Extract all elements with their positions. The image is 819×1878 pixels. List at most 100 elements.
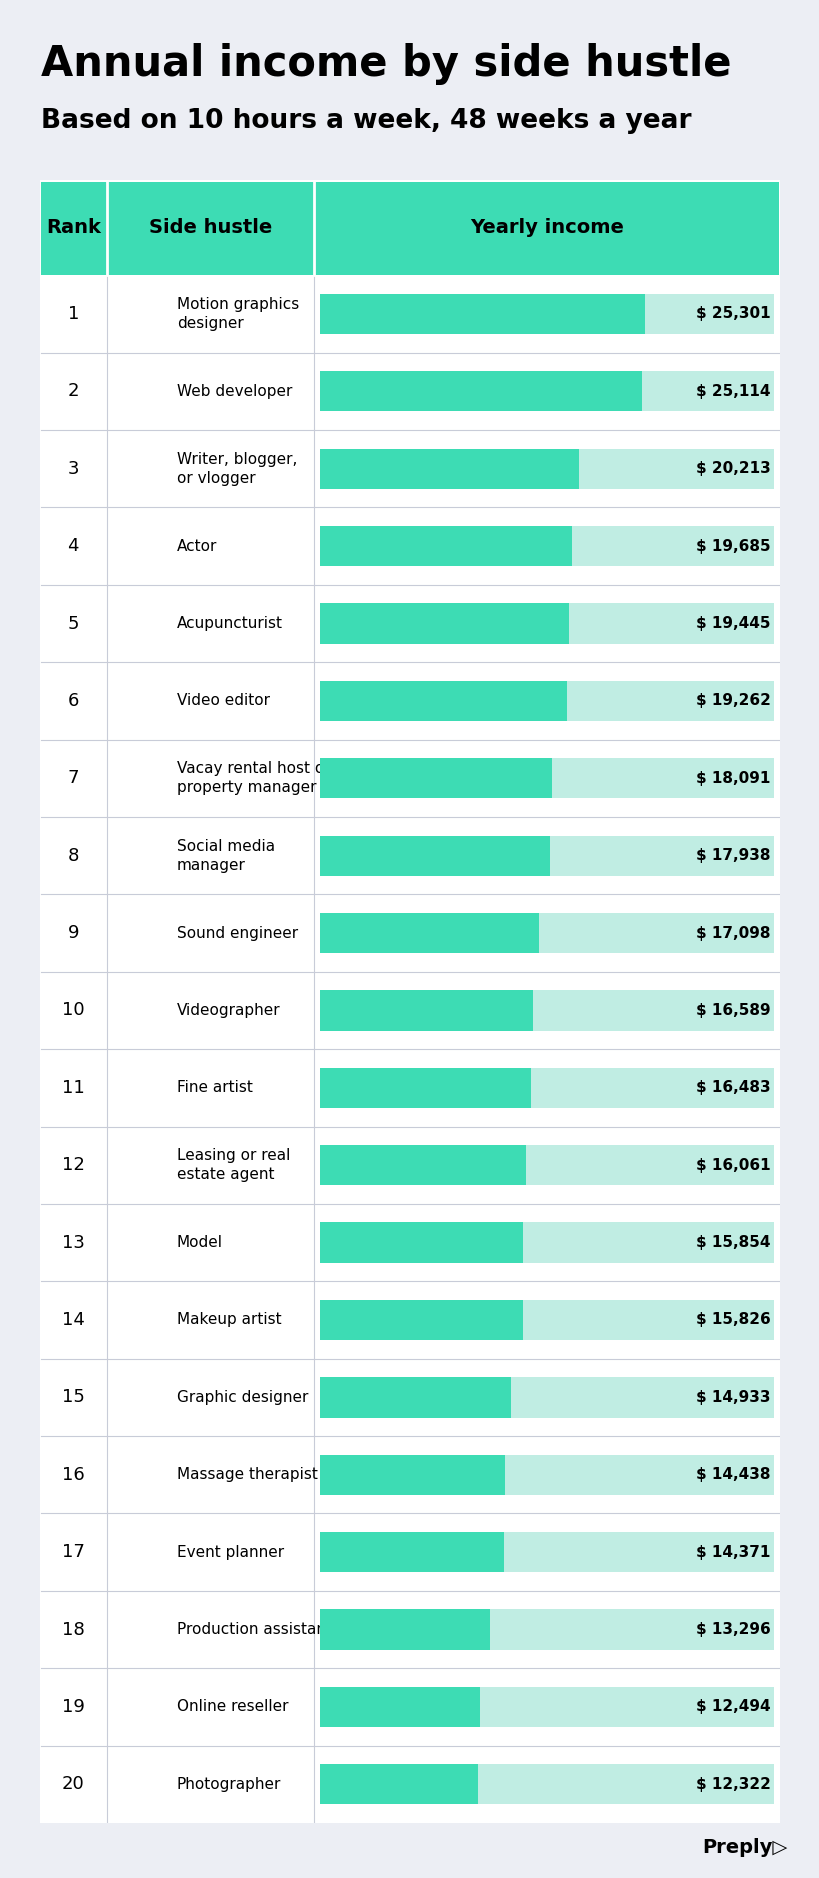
Bar bbox=[319, 449, 773, 488]
Text: $ 14,438: $ 14,438 bbox=[695, 1467, 769, 1482]
Bar bbox=[319, 759, 551, 798]
Text: $ 16,589: $ 16,589 bbox=[695, 1003, 769, 1018]
Text: 15: 15 bbox=[61, 1388, 84, 1407]
Bar bbox=[319, 1300, 523, 1341]
Bar bbox=[319, 1223, 523, 1262]
Bar bbox=[42, 1747, 777, 1822]
Bar bbox=[319, 1069, 773, 1108]
Text: 17: 17 bbox=[61, 1544, 84, 1561]
Text: Side hustle: Side hustle bbox=[148, 218, 271, 237]
Text: 9: 9 bbox=[67, 924, 79, 943]
Text: 6: 6 bbox=[67, 691, 79, 710]
Text: 3: 3 bbox=[67, 460, 79, 477]
Text: $ 20,213: $ 20,213 bbox=[695, 462, 769, 477]
Bar bbox=[42, 1206, 777, 1279]
Bar bbox=[319, 1069, 531, 1108]
Text: 18: 18 bbox=[62, 1621, 84, 1638]
Text: 16: 16 bbox=[62, 1465, 84, 1484]
Bar bbox=[42, 1516, 777, 1589]
Bar bbox=[319, 372, 773, 411]
Bar bbox=[319, 913, 773, 954]
Text: Rank: Rank bbox=[46, 218, 101, 237]
Text: $ 19,262: $ 19,262 bbox=[695, 693, 769, 708]
Text: $ 17,938: $ 17,938 bbox=[695, 849, 769, 864]
Text: Social media
manager: Social media manager bbox=[177, 839, 274, 873]
Text: $ 17,098: $ 17,098 bbox=[695, 926, 769, 941]
Bar bbox=[319, 990, 773, 1031]
Bar bbox=[42, 1439, 777, 1512]
Text: 7: 7 bbox=[67, 770, 79, 787]
Bar bbox=[319, 1763, 773, 1805]
Bar bbox=[319, 526, 773, 567]
Text: $ 14,933: $ 14,933 bbox=[695, 1390, 769, 1405]
Text: Event planner: Event planner bbox=[177, 1544, 283, 1559]
Text: 14: 14 bbox=[61, 1311, 84, 1330]
Bar bbox=[319, 1377, 773, 1418]
Bar bbox=[319, 1300, 773, 1341]
Bar bbox=[42, 1052, 777, 1125]
Bar bbox=[319, 759, 773, 798]
Bar bbox=[319, 603, 568, 644]
Text: $ 19,445: $ 19,445 bbox=[695, 616, 769, 631]
Text: Vacay rental host or
property manager: Vacay rental host or property manager bbox=[177, 761, 330, 796]
Bar bbox=[42, 663, 777, 738]
Text: $ 12,322: $ 12,322 bbox=[695, 1777, 769, 1792]
Text: 8: 8 bbox=[67, 847, 79, 864]
Text: $ 25,114: $ 25,114 bbox=[695, 383, 769, 398]
Bar bbox=[319, 913, 539, 954]
Text: Production assistant: Production assistant bbox=[177, 1623, 332, 1638]
Text: 13: 13 bbox=[61, 1234, 84, 1251]
Text: 5: 5 bbox=[67, 614, 79, 633]
Text: Acupuncturist: Acupuncturist bbox=[177, 616, 283, 631]
Text: $ 14,371: $ 14,371 bbox=[695, 1544, 769, 1559]
Text: Actor: Actor bbox=[177, 539, 217, 554]
Text: $ 18,091: $ 18,091 bbox=[695, 770, 769, 785]
Bar bbox=[42, 1283, 777, 1358]
Text: Online reseller: Online reseller bbox=[177, 1700, 288, 1715]
Bar bbox=[42, 1670, 777, 1745]
Text: Annual income by side hustle: Annual income by side hustle bbox=[41, 43, 731, 85]
Text: Web developer: Web developer bbox=[177, 383, 292, 398]
Bar bbox=[319, 1455, 505, 1495]
Bar bbox=[319, 1223, 773, 1262]
Text: $ 16,483: $ 16,483 bbox=[695, 1080, 769, 1095]
Text: Leasing or real
estate agent: Leasing or real estate agent bbox=[177, 1147, 290, 1183]
Bar bbox=[319, 526, 572, 567]
Text: $ 16,061: $ 16,061 bbox=[695, 1157, 769, 1172]
Bar bbox=[319, 682, 773, 721]
Bar bbox=[319, 603, 773, 644]
Bar bbox=[319, 449, 578, 488]
Text: Preply▷: Preply▷ bbox=[701, 1839, 786, 1857]
Bar bbox=[319, 1532, 773, 1572]
Text: Massage therapist: Massage therapist bbox=[177, 1467, 318, 1482]
Bar bbox=[42, 276, 777, 351]
Bar bbox=[319, 1609, 490, 1649]
Text: Sound engineer: Sound engineer bbox=[177, 926, 297, 941]
Bar bbox=[319, 1686, 773, 1728]
FancyBboxPatch shape bbox=[42, 182, 777, 276]
Bar bbox=[319, 293, 644, 334]
Bar bbox=[319, 682, 567, 721]
Bar bbox=[42, 896, 777, 971]
Bar bbox=[42, 432, 777, 505]
Text: 10: 10 bbox=[62, 1001, 84, 1020]
Text: Video editor: Video editor bbox=[177, 693, 269, 708]
Text: $ 12,494: $ 12,494 bbox=[695, 1700, 769, 1715]
Text: 1: 1 bbox=[67, 304, 79, 323]
Text: $ 15,826: $ 15,826 bbox=[695, 1313, 769, 1328]
Bar bbox=[319, 1146, 773, 1185]
Bar bbox=[42, 586, 777, 661]
Bar bbox=[42, 973, 777, 1048]
Bar bbox=[319, 1763, 477, 1805]
Text: Graphic designer: Graphic designer bbox=[177, 1390, 308, 1405]
Bar bbox=[42, 1129, 777, 1202]
Text: 4: 4 bbox=[67, 537, 79, 556]
Bar bbox=[42, 509, 777, 584]
Bar bbox=[319, 372, 641, 411]
Text: 11: 11 bbox=[62, 1078, 84, 1097]
Text: 12: 12 bbox=[61, 1157, 84, 1174]
Text: Videographer: Videographer bbox=[177, 1003, 280, 1018]
Bar bbox=[319, 1377, 511, 1418]
Text: $ 13,296: $ 13,296 bbox=[695, 1623, 769, 1638]
Text: $ 25,301: $ 25,301 bbox=[695, 306, 769, 321]
